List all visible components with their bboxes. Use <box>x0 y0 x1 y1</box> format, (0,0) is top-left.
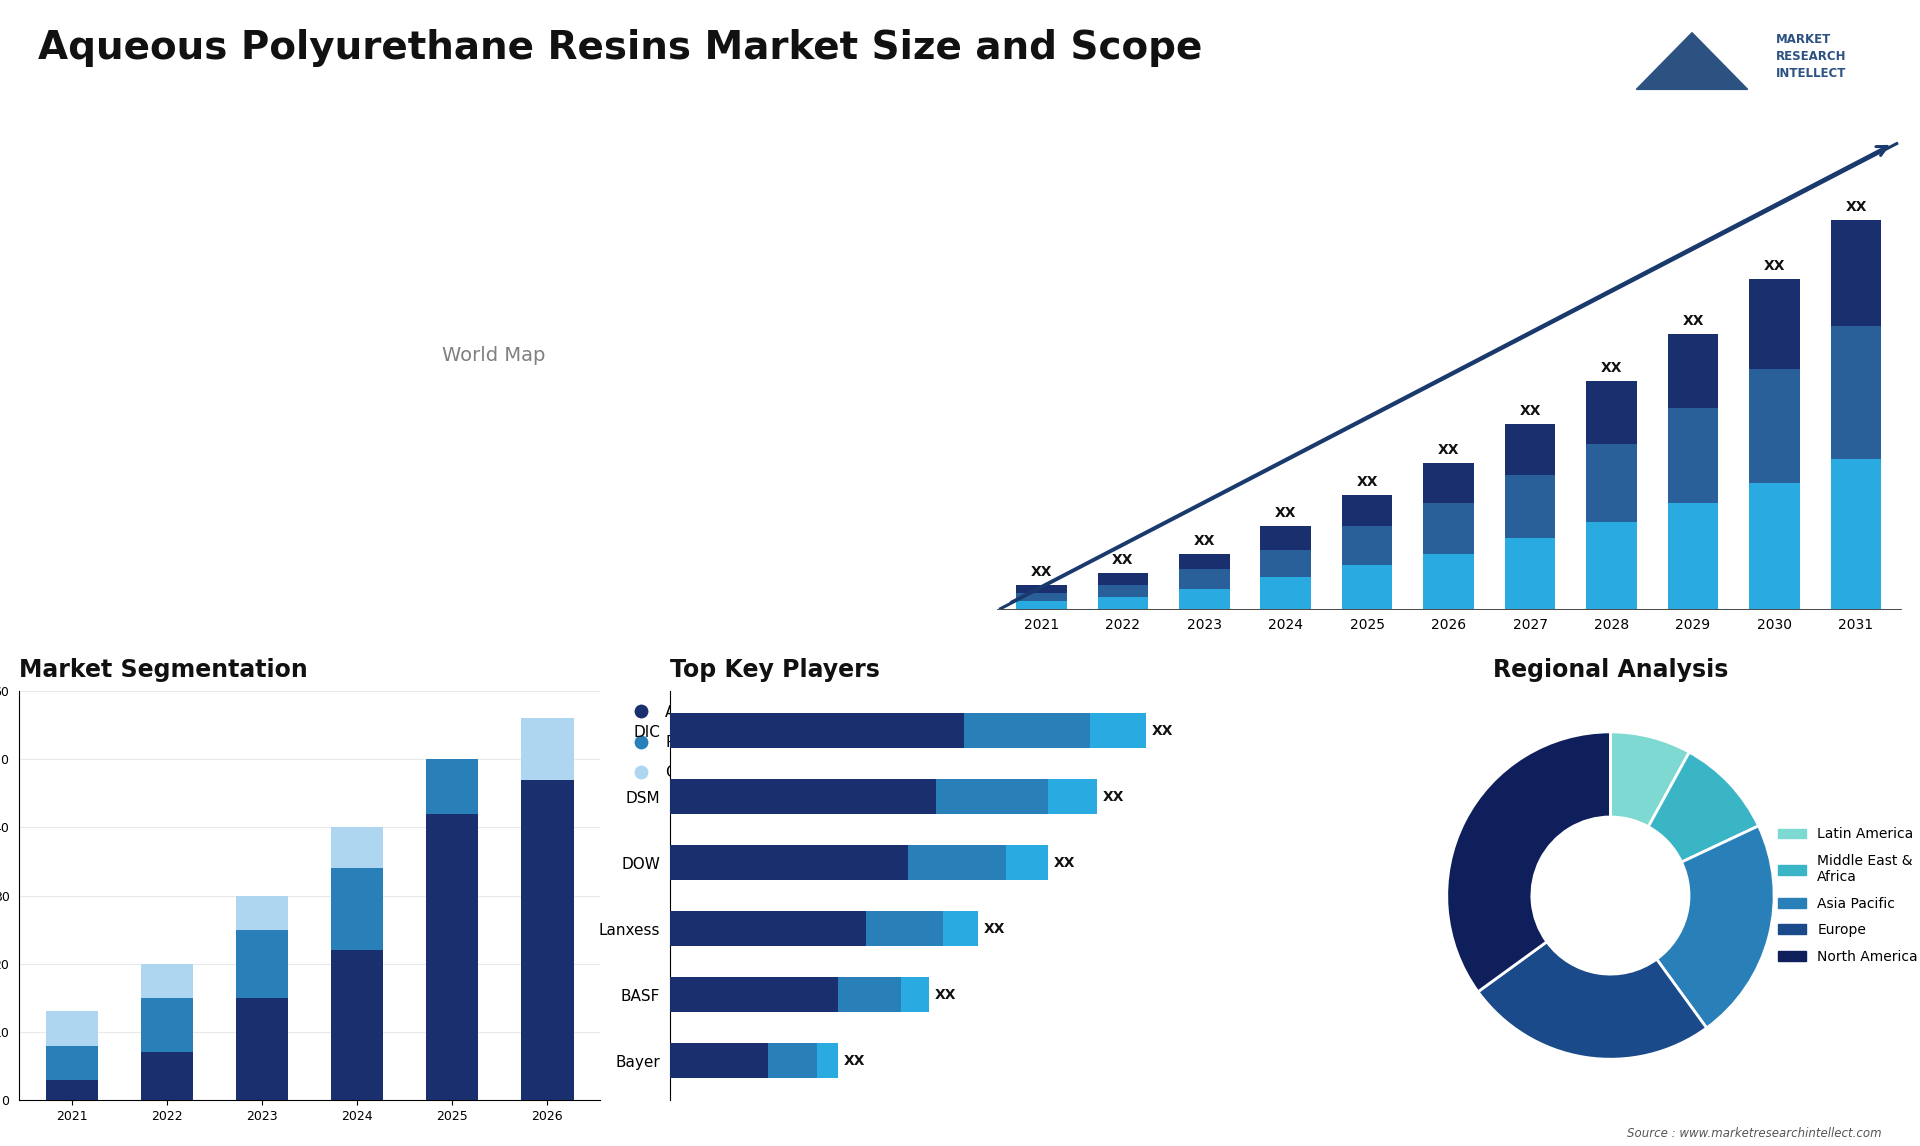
Text: XX: XX <box>1438 444 1459 457</box>
Bar <box>1260 578 1311 609</box>
Bar <box>426 759 478 814</box>
Bar <box>330 950 384 1100</box>
Bar <box>1505 537 1555 609</box>
Text: Market Segmentation: Market Segmentation <box>19 658 307 682</box>
Bar <box>670 911 866 945</box>
Bar <box>1016 586 1068 592</box>
Bar <box>1586 380 1638 444</box>
Text: World Map: World Map <box>442 346 545 366</box>
Polygon shape <box>1636 33 1747 89</box>
Bar <box>1342 526 1392 565</box>
Text: XX: XX <box>1682 314 1703 328</box>
Bar <box>900 978 929 1012</box>
Bar <box>236 998 288 1100</box>
Text: XX: XX <box>1356 474 1379 488</box>
Wedge shape <box>1478 942 1707 1059</box>
Text: XX: XX <box>1845 199 1866 213</box>
Bar <box>1048 779 1096 814</box>
Bar <box>1749 278 1799 369</box>
Text: Source : www.marketresearchintellect.com: Source : www.marketresearchintellect.com <box>1626 1128 1882 1140</box>
Legend: Application, Product, Geography: Application, Product, Geography <box>618 699 756 786</box>
Bar <box>1098 573 1148 586</box>
Bar <box>140 998 194 1052</box>
Bar <box>1260 526 1311 550</box>
Bar <box>1016 592 1068 601</box>
Bar <box>1586 444 1638 523</box>
Text: XX: XX <box>1054 856 1075 870</box>
Bar <box>140 1052 194 1100</box>
Bar <box>426 814 478 1100</box>
Wedge shape <box>1448 732 1611 991</box>
Bar <box>1179 570 1229 589</box>
Bar <box>837 978 900 1012</box>
Bar <box>140 964 194 998</box>
Bar <box>1668 408 1718 503</box>
Text: XX: XX <box>1275 507 1296 520</box>
Bar <box>1098 597 1148 609</box>
Bar <box>768 1043 816 1077</box>
Bar <box>1016 601 1068 609</box>
Wedge shape <box>1657 826 1774 1028</box>
Text: XX: XX <box>1764 259 1786 273</box>
Bar <box>1342 565 1392 609</box>
Bar <box>670 1043 768 1077</box>
Text: XX: XX <box>1519 403 1542 418</box>
Bar <box>670 779 935 814</box>
Bar <box>1668 333 1718 408</box>
Bar <box>46 1080 98 1100</box>
Bar <box>1423 463 1475 503</box>
Wedge shape <box>1611 732 1690 826</box>
Text: XX: XX <box>1102 790 1123 803</box>
Bar <box>1832 460 1882 609</box>
Bar <box>1342 495 1392 526</box>
Bar <box>1505 476 1555 537</box>
Bar <box>330 869 384 950</box>
Bar <box>1586 523 1638 609</box>
Bar <box>670 714 964 747</box>
Wedge shape <box>1647 752 1759 862</box>
Bar <box>670 846 908 880</box>
Bar <box>943 911 977 945</box>
Bar <box>1098 586 1148 597</box>
Bar <box>1091 714 1146 747</box>
Bar <box>330 827 384 869</box>
Bar <box>908 846 1006 880</box>
Text: XX: XX <box>935 988 956 1002</box>
Bar <box>1423 503 1475 554</box>
Bar <box>964 714 1091 747</box>
Text: XX: XX <box>1031 565 1052 579</box>
Bar <box>816 1043 837 1077</box>
Text: XX: XX <box>1152 723 1173 738</box>
Bar <box>236 895 288 929</box>
Text: Aqueous Polyurethane Resins Market Size and Scope: Aqueous Polyurethane Resins Market Size … <box>38 29 1202 66</box>
Bar <box>520 779 574 1100</box>
Bar <box>1179 589 1229 609</box>
Bar <box>1668 503 1718 609</box>
Bar <box>1260 550 1311 578</box>
Bar <box>1423 554 1475 609</box>
Bar <box>1749 482 1799 609</box>
Bar <box>866 911 943 945</box>
Bar <box>1179 554 1229 570</box>
Bar <box>520 719 574 779</box>
Text: XX: XX <box>1194 534 1215 548</box>
Bar <box>236 929 288 998</box>
Text: MARKET
RESEARCH
INTELLECT: MARKET RESEARCH INTELLECT <box>1776 33 1845 80</box>
Bar <box>46 1012 98 1045</box>
Text: Top Key Players: Top Key Players <box>670 658 879 682</box>
Bar <box>1832 325 1882 460</box>
Text: XX: XX <box>1601 361 1622 375</box>
Bar <box>1749 369 1799 482</box>
Bar <box>1832 220 1882 325</box>
Text: XX: XX <box>1112 554 1133 567</box>
Bar <box>1006 846 1048 880</box>
Text: XX: XX <box>983 921 1004 935</box>
Bar <box>46 1045 98 1080</box>
Bar <box>670 978 837 1012</box>
Text: XX: XX <box>843 1053 864 1068</box>
Bar <box>935 779 1048 814</box>
Title: Regional Analysis: Regional Analysis <box>1492 658 1728 682</box>
Bar <box>1505 424 1555 476</box>
Legend: Latin America, Middle East &
Africa, Asia Pacific, Europe, North America: Latin America, Middle East & Africa, Asi… <box>1772 822 1920 970</box>
